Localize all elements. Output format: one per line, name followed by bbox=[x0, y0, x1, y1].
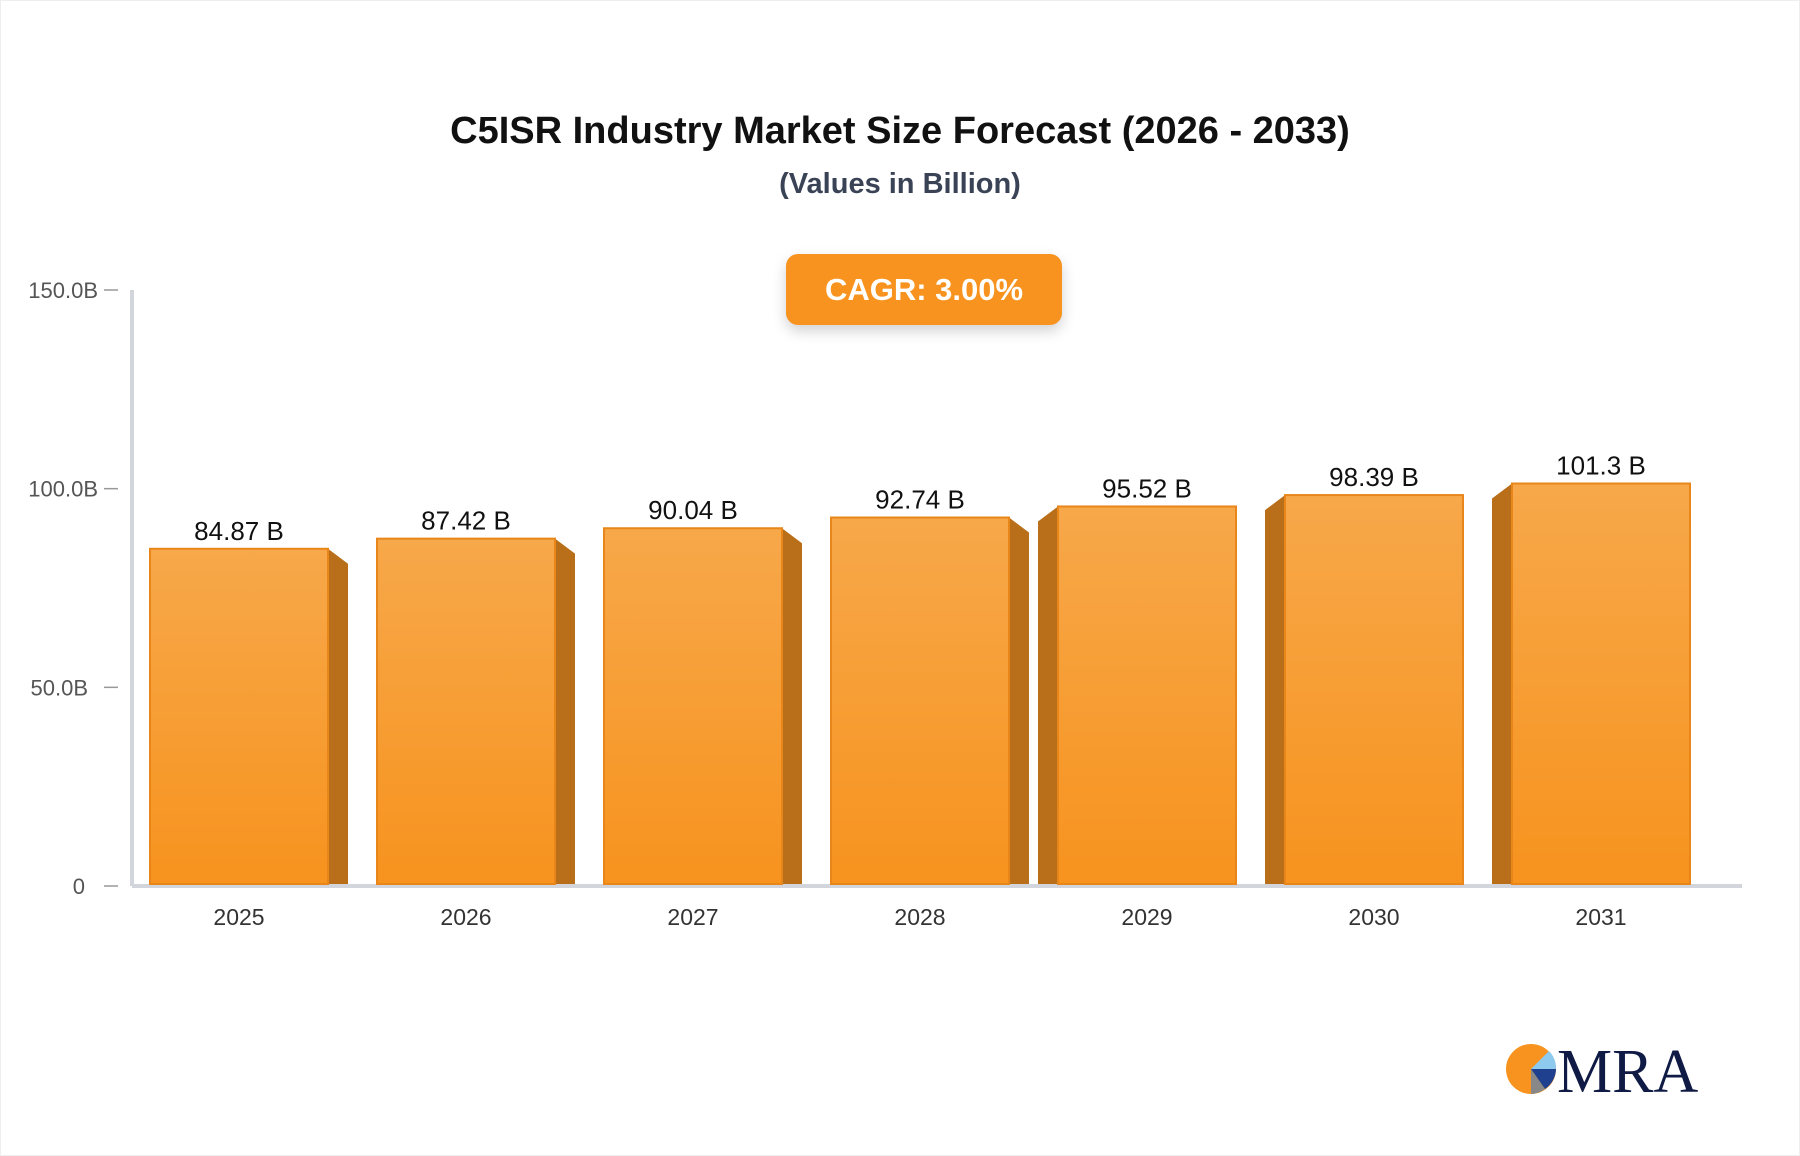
bar-side bbox=[1265, 495, 1285, 884]
bar-group: 92.74 B 2028 bbox=[830, 485, 1029, 930]
data-label: 95.52 B bbox=[1102, 473, 1192, 503]
data-label: 92.74 B bbox=[875, 485, 965, 515]
data-label: 87.42 B bbox=[421, 506, 511, 536]
bar-side bbox=[555, 538, 575, 884]
cagr-badge: CAGR: 3.00% bbox=[786, 254, 1062, 325]
bar-side bbox=[1038, 506, 1058, 884]
y-tick-label: 150.0B bbox=[28, 278, 98, 303]
x-tick-label: 2030 bbox=[1348, 904, 1399, 930]
chart-title: C5ISR Industry Market Size Forecast (202… bbox=[450, 110, 1350, 152]
bar-group: 87.42 B 2026 bbox=[376, 506, 575, 930]
bar-group: 95.52 B 2029 bbox=[1038, 473, 1237, 930]
bar bbox=[603, 527, 783, 886]
bar bbox=[1284, 494, 1464, 885]
bar-group: 98.39 B 2030 bbox=[1265, 462, 1464, 930]
x-tick-label: 2028 bbox=[894, 904, 945, 930]
bar-group: 90.04 B 2027 bbox=[603, 495, 802, 930]
data-label: 84.87 B bbox=[194, 516, 284, 546]
chart-subtitle: (Values in Billion) bbox=[779, 168, 1021, 200]
x-tick-label: 2025 bbox=[213, 904, 264, 930]
bar bbox=[1511, 482, 1691, 885]
data-label: 101.3 B bbox=[1556, 451, 1646, 481]
bar-side bbox=[328, 548, 348, 884]
bar-side bbox=[1492, 483, 1512, 884]
bar bbox=[149, 547, 329, 885]
logo-text: MRA bbox=[1557, 1038, 1698, 1106]
y-tick-label: 50.0B bbox=[31, 675, 89, 700]
x-tick-label: 2026 bbox=[440, 904, 491, 930]
mra-logo: MRA bbox=[1506, 1038, 1698, 1106]
y-tick-label: 100.0B bbox=[28, 477, 98, 502]
x-tick-label: 2029 bbox=[1121, 904, 1172, 930]
bar-side bbox=[1009, 517, 1029, 884]
bar-group: 84.87 B 2025 bbox=[149, 516, 348, 930]
bar-side bbox=[782, 528, 802, 884]
x-tick-label: 2031 bbox=[1575, 904, 1626, 930]
y-tick-label: 0 bbox=[73, 874, 85, 899]
x-tick-label: 2027 bbox=[667, 904, 718, 930]
data-label: 90.04 B bbox=[648, 495, 738, 525]
data-label: 98.39 B bbox=[1329, 462, 1419, 492]
bar bbox=[1057, 505, 1237, 885]
bar bbox=[830, 516, 1010, 885]
bar-group: 101.3 B 2031 bbox=[1492, 451, 1691, 930]
bar bbox=[376, 537, 556, 885]
